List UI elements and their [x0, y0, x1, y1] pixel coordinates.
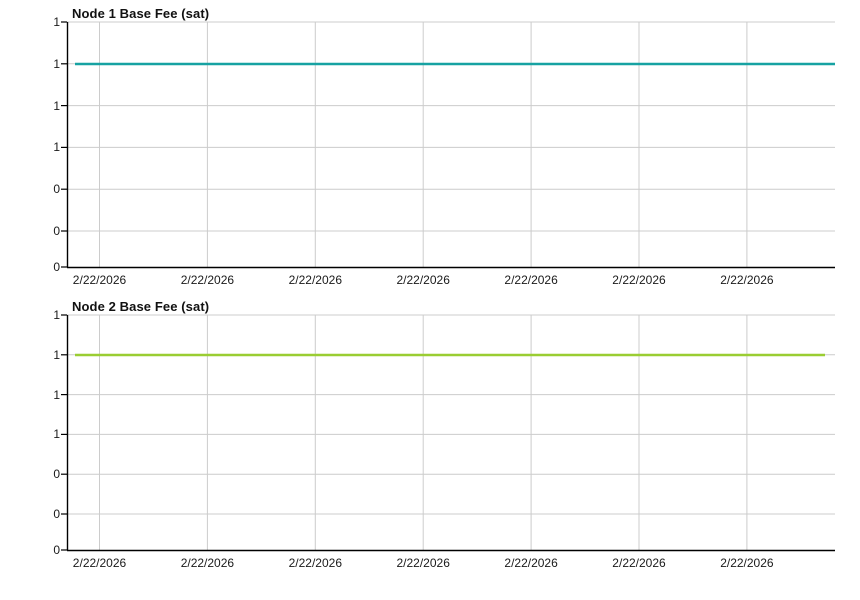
y-tick-label: 1	[53, 57, 60, 71]
y-tick-label: 0	[53, 507, 60, 521]
x-tick-label: 2/22/2026	[180, 273, 235, 287]
x-tick-label: 2/22/2026	[612, 556, 666, 570]
plot-area-node-1: 1 1 1 1 0 0 0 2/22/2026 2/22/2026 2/22/2…	[36, 0, 835, 300]
x-tick-label: 2/22/2026	[72, 556, 127, 570]
x-tick-label: 2/22/2026	[288, 556, 342, 570]
y-tick-label: 0	[53, 260, 60, 274]
y-axis-ticks	[61, 21, 67, 268]
x-tick-label: 2/22/2026	[288, 273, 342, 287]
y-tick-label: 1	[53, 308, 60, 322]
y-tick-label: 1	[53, 427, 60, 441]
plot-canvas	[61, 314, 835, 552]
x-tick-label: 2/22/2026	[180, 556, 235, 570]
y-tick-label: 1	[53, 15, 60, 29]
x-tick-label: 2/22/2026	[396, 273, 450, 287]
x-tick-label: 2/22/2026	[504, 556, 558, 570]
y-axis-ticks	[61, 314, 67, 551]
chart-title: Node 1 Base Fee (sat)	[72, 6, 210, 21]
plot-canvas	[61, 21, 835, 269]
x-tick-label: 2/22/2026	[72, 273, 127, 287]
y-tick-label: 1	[53, 348, 60, 362]
chart-panel-node-2: Node 2 Base Fee (sat)	[0, 293, 860, 593]
y-tick-label: 1	[53, 99, 60, 113]
chart-panel-node-1: Node 1 Base Fee (sat)	[36, 0, 835, 300]
x-tick-label: 2/22/2026	[612, 273, 666, 287]
y-tick-label: 0	[53, 467, 60, 481]
y-tick-label: 0	[53, 224, 60, 238]
y-tick-label: 0	[53, 543, 60, 557]
x-tick-label: 2/22/2026	[720, 273, 774, 287]
y-tick-label: 1	[53, 140, 60, 154]
x-tick-label: 2/22/2026	[720, 556, 774, 570]
y-tick-label: 0	[53, 182, 60, 196]
y-axis-tick-labels: 1 1 1 1 0 0 0	[36, 293, 60, 593]
x-tick-label: 2/22/2026	[504, 273, 558, 287]
x-axis-tick-labels: 2/22/2026 2/22/2026 2/22/2026 2/22/2026 …	[72, 273, 774, 287]
y-tick-label: 1	[53, 388, 60, 402]
x-tick-label: 2/22/2026	[396, 556, 450, 570]
chart-title: Node 2 Base Fee (sat)	[72, 299, 210, 314]
plot-area-node-2: 1 1 1 1 0 0 0 2/22/2026 2/22/2026 2/22/2…	[0, 293, 860, 593]
y-axis-tick-labels: 1 1 1 1 0 0 0	[36, 0, 60, 300]
x-axis-tick-labels: 2/22/2026 2/22/2026 2/22/2026 2/22/2026 …	[0, 293, 860, 593]
